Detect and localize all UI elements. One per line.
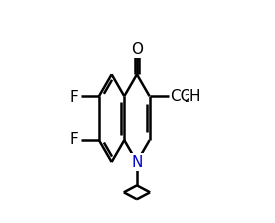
Text: F: F: [70, 132, 79, 147]
Text: O: O: [131, 42, 143, 57]
Text: 2: 2: [184, 94, 191, 104]
Text: F: F: [70, 90, 79, 105]
Text: N: N: [131, 155, 143, 169]
Text: H: H: [189, 89, 200, 104]
Text: CO: CO: [170, 89, 193, 104]
